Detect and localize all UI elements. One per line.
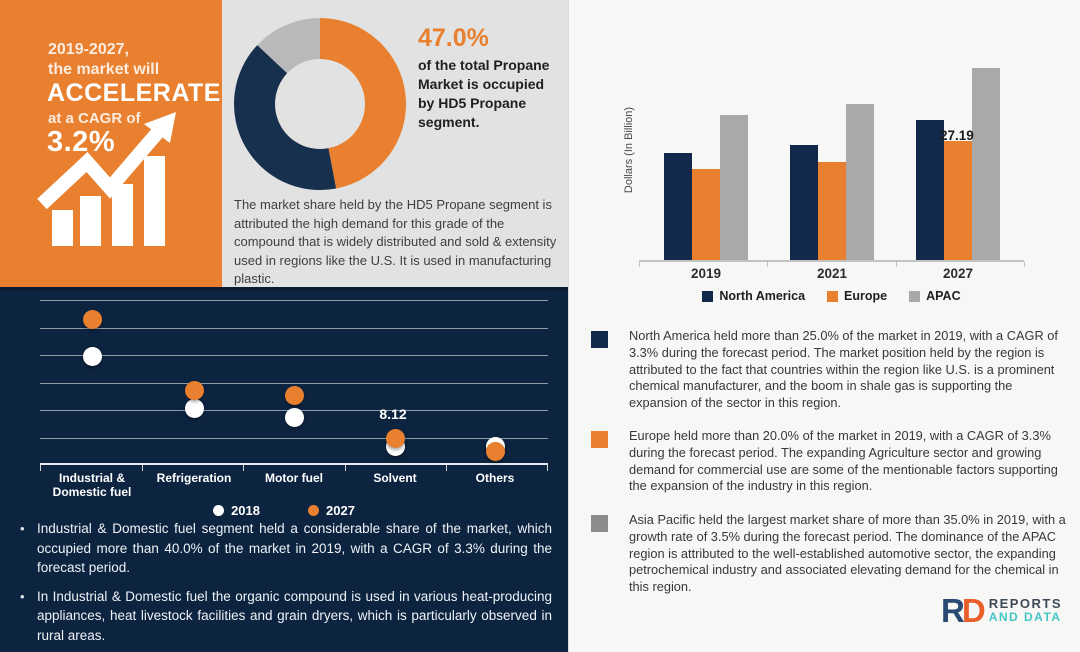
- legend-item-europe: Europe: [827, 289, 887, 303]
- dot-plot-axis-tick: [345, 465, 346, 471]
- dot-plot-category-label: Solvent: [373, 471, 417, 485]
- hd5-paragraph: The market share held by the HD5 Propane…: [234, 197, 557, 286]
- dot-2027-4: [485, 441, 505, 461]
- segment-bullet-list: Industrial & Domestic fuel segment held …: [18, 519, 552, 652]
- bar-chart-y-axis-label: Dollars (In Billion): [623, 106, 635, 194]
- dot-plot-axis-tick: [40, 465, 41, 471]
- region-bullet-text: North America held more than 25.0% of th…: [629, 328, 1058, 411]
- dot-2018-0: [82, 346, 102, 366]
- dot-plot-legend: 2018 2027: [0, 503, 568, 518]
- logo-line-and-data: AND DATA: [988, 610, 1062, 624]
- logo-letter-d: D: [961, 592, 986, 629]
- dot-plot-category-label: Motor fuel: [265, 471, 323, 485]
- bar-apac-2021: [846, 104, 874, 260]
- bar-chart-axis-tick: [1024, 262, 1025, 267]
- legend-item-apac: APAC: [909, 289, 961, 303]
- bar-europe-2019: [692, 168, 720, 260]
- legend-label: 2027: [326, 503, 355, 518]
- panel-divider: [0, 287, 568, 291]
- list-item: In Industrial & Domestic fuel the organi…: [18, 587, 552, 646]
- dot-2027-1: [184, 381, 204, 401]
- dot-2018-2: [284, 407, 304, 427]
- bar-chart-tick-label: 2021: [816, 266, 848, 281]
- apac-marker-square: [591, 515, 608, 532]
- dot-plot-axis-tick: [547, 465, 548, 471]
- legend-item-north-america: North America: [702, 289, 805, 303]
- dot-plot-value-label: 8.12: [379, 406, 407, 423]
- segment-dot-plot: 8.12: [40, 300, 548, 471]
- north-america-marker-square: [591, 331, 608, 348]
- legend-swatch: [213, 505, 225, 516]
- accelerate-cagr-value: 3.2%: [47, 126, 116, 158]
- legend-item-2027: 2027: [308, 503, 355, 518]
- bar-north-america-2027: [916, 120, 944, 260]
- accelerate-cagr-caption: at a CAGR of: [48, 110, 141, 127]
- bar-chart-tick-label: 2027: [942, 266, 974, 281]
- dot-plot-axis-tick: [142, 465, 143, 471]
- accelerate-subtitle: the market will: [48, 61, 160, 78]
- logo-line-reports: REPORTS: [988, 596, 1063, 611]
- legend-swatch: [702, 290, 714, 302]
- bar-apac-2019: [720, 115, 748, 260]
- legend-label: North America: [719, 289, 806, 303]
- hd5-panel: 47.0% of the total Propane Market is occ…: [222, 0, 568, 291]
- bar-chart-axis-tick: [767, 262, 768, 267]
- bar-chart-axis-tick: [896, 262, 897, 267]
- accelerate-title: ACCELERATE: [47, 79, 221, 107]
- bar-apac-2027: [972, 68, 1000, 260]
- bar-chart-axis-tick: [639, 262, 640, 267]
- dot-plot-gridline: [40, 300, 548, 301]
- segment-panel: 8.12 Industrial & Domestic fuel Refrigera…: [0, 287, 568, 652]
- dot-plot-x-axis: [40, 463, 548, 465]
- legend-label: APAC: [926, 289, 961, 303]
- dot-plot-gridline: [40, 327, 548, 329]
- accelerate-years: 2019-2027,: [48, 41, 129, 58]
- legend-item-2018: 2018: [213, 503, 260, 518]
- bar-europe-2027: [944, 141, 972, 260]
- accelerate-panel: 2019-2027, the market will ACCELERATE at…: [0, 0, 222, 291]
- regions-panel: Dollars (In Billion) 27.19 2019 2021 2027 …: [568, 0, 1080, 652]
- donut-chart: [234, 18, 406, 190]
- legend-label: 2018: [231, 503, 260, 518]
- region-bullet-text: Asia Pacific held the largest market sha…: [629, 512, 1066, 595]
- bar-value-label: 27.19: [940, 128, 974, 144]
- europe-marker-square: [591, 431, 608, 448]
- dot-plot-category-label: Refrigeration: [156, 471, 232, 485]
- dot-plot-category-label: Others: [475, 471, 515, 485]
- legend-swatch: [827, 290, 839, 302]
- dot-plot-gridline: [40, 382, 548, 384]
- hd5-stat-value: 47.0%: [418, 24, 489, 52]
- donut-hole: [275, 59, 365, 149]
- dot-2018-1: [184, 399, 204, 419]
- dot-plot-gridline: [40, 355, 548, 356]
- logo-letter-r: R: [941, 592, 965, 629]
- hd5-stat-caption: of the total Propane Market is occupied …: [418, 57, 550, 130]
- bar-north-america-2019: [664, 152, 692, 260]
- growth-arrow-icon: [37, 112, 176, 246]
- reports-and-data-logo: RD REPORTS AND DATA: [941, 594, 1062, 627]
- legend-label: Europe: [844, 289, 888, 303]
- dot-plot-axis-tick: [243, 465, 244, 471]
- logo-text: REPORTS AND DATA: [989, 597, 1062, 624]
- dot-plot-axis-tick: [446, 465, 447, 471]
- dot-2027-3: [385, 428, 405, 448]
- dot-plot-gridline: [40, 437, 548, 439]
- region-bullet-text: Europe held more than 20.0% of the marke…: [629, 428, 1058, 494]
- logo-mark: RD: [941, 592, 986, 629]
- regions-bar-chart: 27.19: [639, 22, 1025, 267]
- dot-2027-0: [82, 310, 102, 330]
- list-item: Industrial & Domestic fuel segment held …: [18, 519, 552, 578]
- dot-2027-2: [284, 386, 304, 406]
- bar-chart-legend: North America Europe APAC: [639, 289, 1024, 303]
- legend-swatch: [909, 290, 921, 302]
- bar-chart-x-axis: [639, 260, 1024, 262]
- dot-plot-category-label: Industrial & Domestic fuel: [52, 471, 132, 499]
- bar-chart-tick-label: 2019: [690, 266, 722, 281]
- bar-north-america-2021: [790, 145, 818, 260]
- bar-europe-2021: [818, 161, 846, 260]
- legend-swatch: [308, 505, 319, 516]
